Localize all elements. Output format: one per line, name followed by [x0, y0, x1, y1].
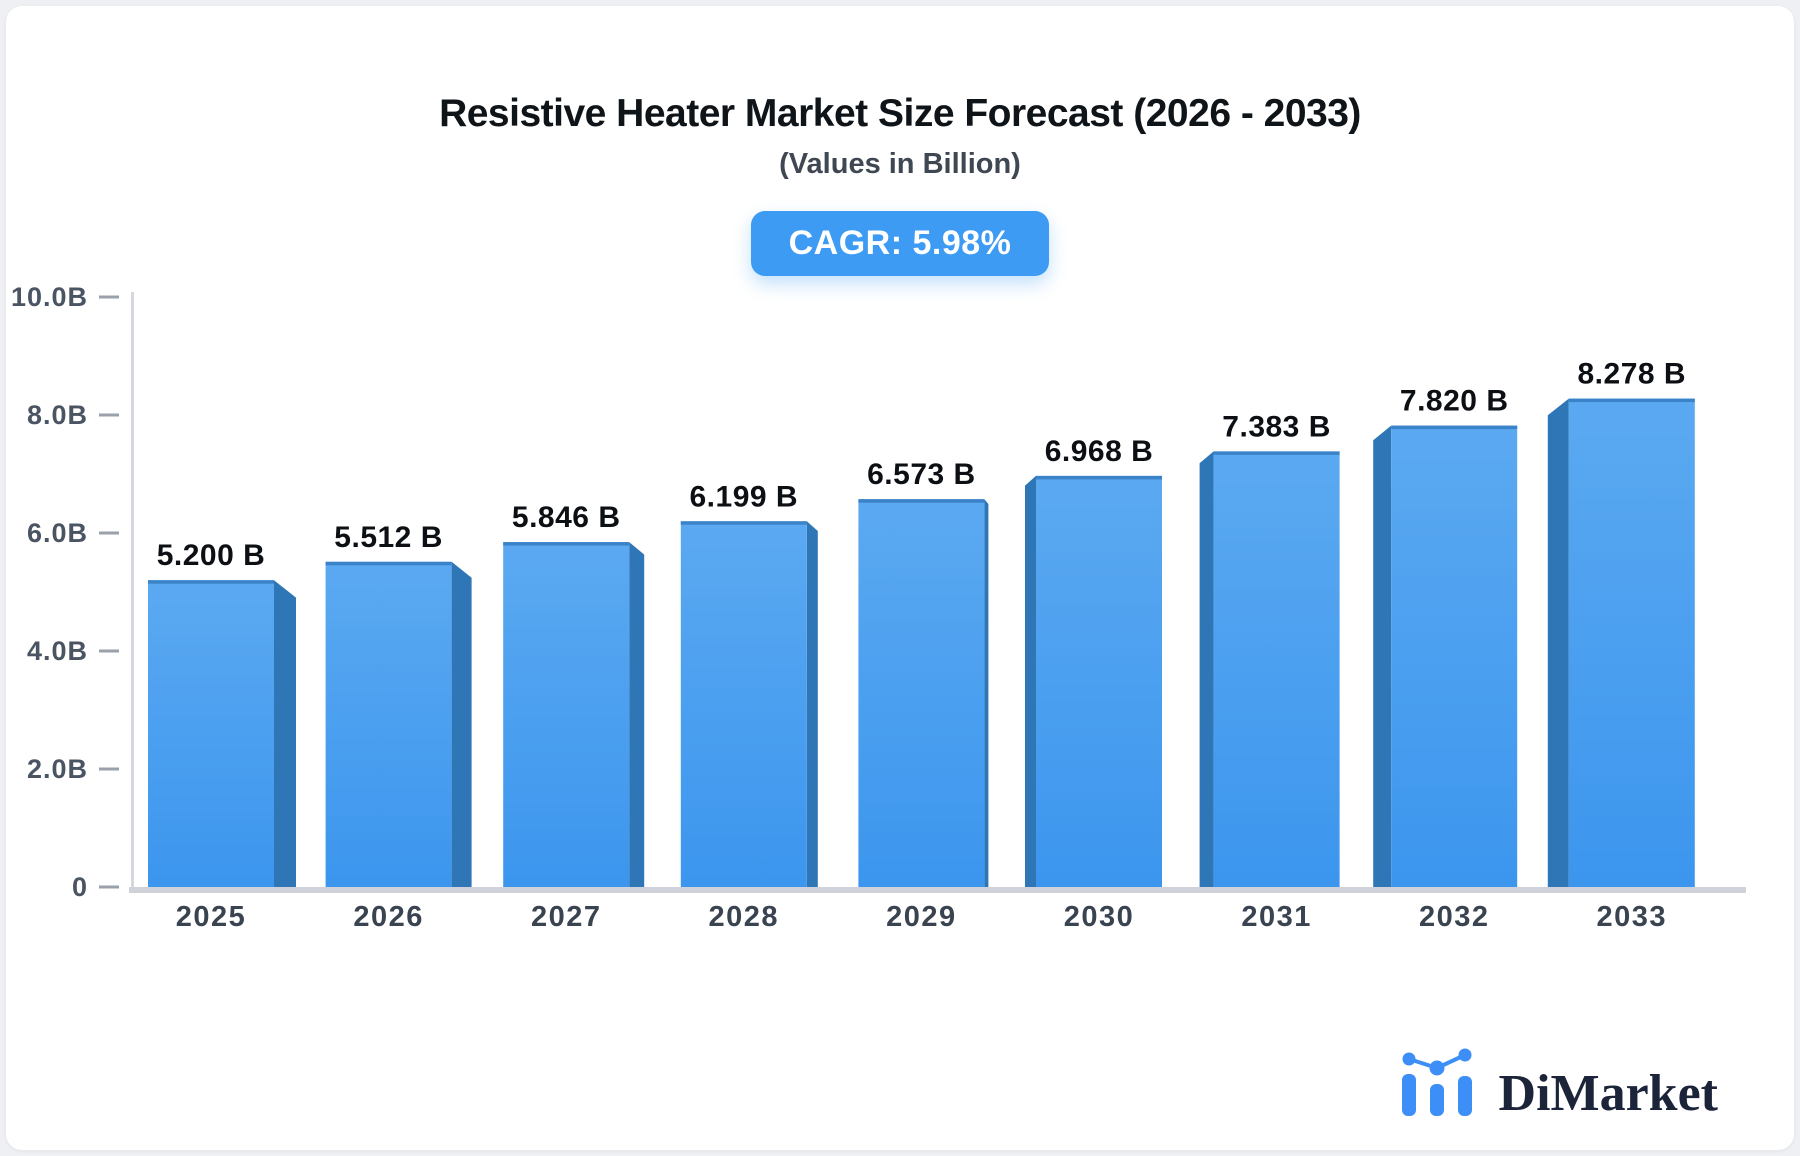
cagr-badge: CAGR: 5.98%	[750, 211, 1050, 276]
chart-title: Resistive Heater Market Size Forecast (2…	[439, 92, 1361, 135]
chart-subtitle: (Values in Billion)	[779, 148, 1021, 180]
mini-bar-chart-icon	[1401, 1048, 1472, 1116]
brand-logo: DiMarket	[1397, 1044, 1718, 1122]
brand-name: DiMarket	[1498, 1064, 1718, 1122]
chart-header: Resistive Heater Market Size Forecast (2…	[0, 92, 1800, 276]
cagr-badge-label: CAGR: 5.98%	[788, 224, 1012, 262]
